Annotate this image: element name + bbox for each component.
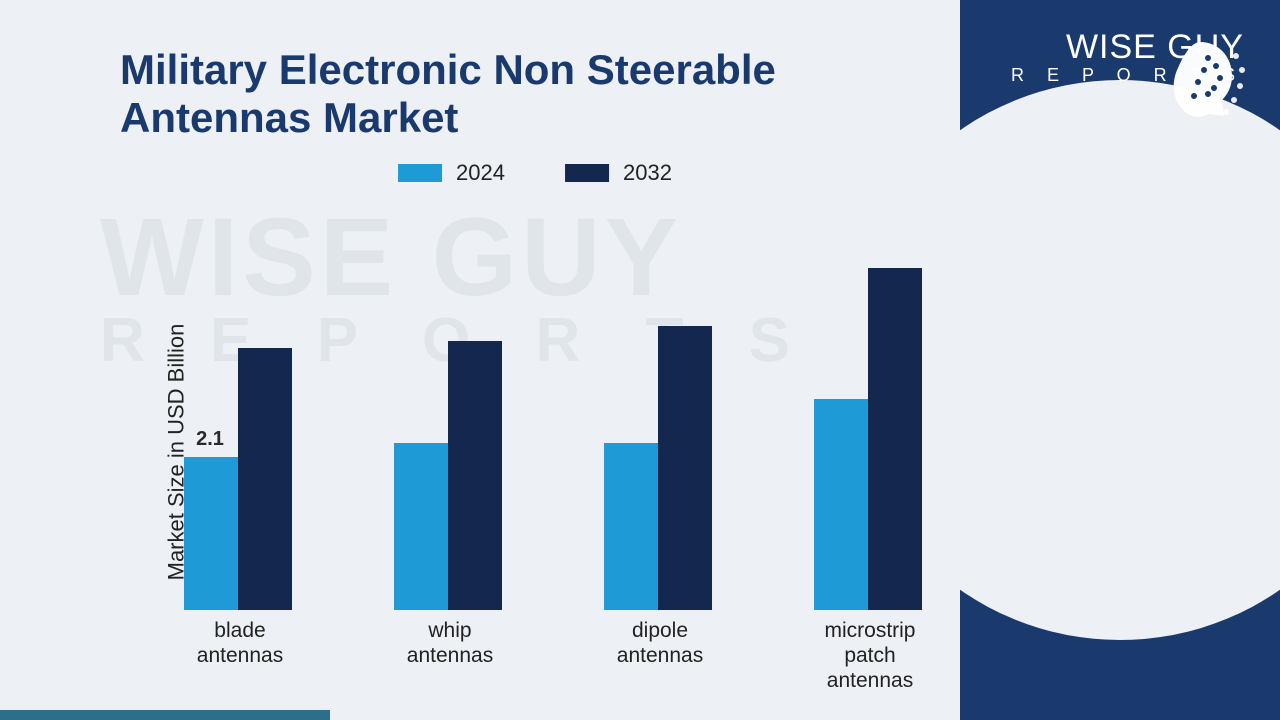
bar-2024 [604, 443, 658, 610]
x-axis-label: whipantennas [365, 610, 535, 668]
bar-2032 [658, 326, 712, 610]
chart-title: Military Electronic Non Steerable Antenn… [120, 46, 850, 143]
legend-swatch [398, 164, 442, 182]
bottom-accent-bar [0, 710, 330, 720]
bar-2024 [814, 399, 868, 610]
bar-2024 [394, 443, 448, 610]
bar-group-whip: whipantennas [380, 210, 520, 610]
legend-item-2032: 2032 [565, 160, 672, 186]
bar-group-blade: 2.1bladeantennas [170, 210, 310, 610]
bar-2024 [184, 457, 238, 610]
x-axis-label: dipoleantennas [575, 610, 745, 668]
bar-value-label: 2.1 [180, 428, 240, 451]
brand-logo: WISE GUY R E P O R T S [1011, 28, 1244, 86]
plot-region: 2.1bladeantennas whipantennas dipoleantenn… [150, 210, 990, 610]
legend-item-2024: 2024 [398, 160, 505, 186]
x-axis-label: bladeantennas [155, 610, 325, 668]
bar-2032 [238, 348, 292, 610]
figure-canvas: WISE GUY R E P O R T S WISE GUY R E P O … [0, 0, 1280, 720]
bar-group-dipole: dipoleantennas [590, 210, 730, 610]
chart-area: 2024 2032 Market Size in USD Billion 2.1… [70, 160, 1000, 690]
bar-2032 [868, 268, 922, 610]
bar-2032 [448, 341, 502, 610]
bar-group-microstrip: microstrippatchantennas [800, 210, 940, 610]
legend-label: 2032 [623, 160, 672, 186]
x-axis-label: microstrippatchantennas [785, 610, 955, 694]
legend-swatch [565, 164, 609, 182]
legend-label: 2024 [456, 160, 505, 186]
legend: 2024 2032 [398, 160, 672, 186]
head-silhouette-icon [1158, 36, 1248, 126]
